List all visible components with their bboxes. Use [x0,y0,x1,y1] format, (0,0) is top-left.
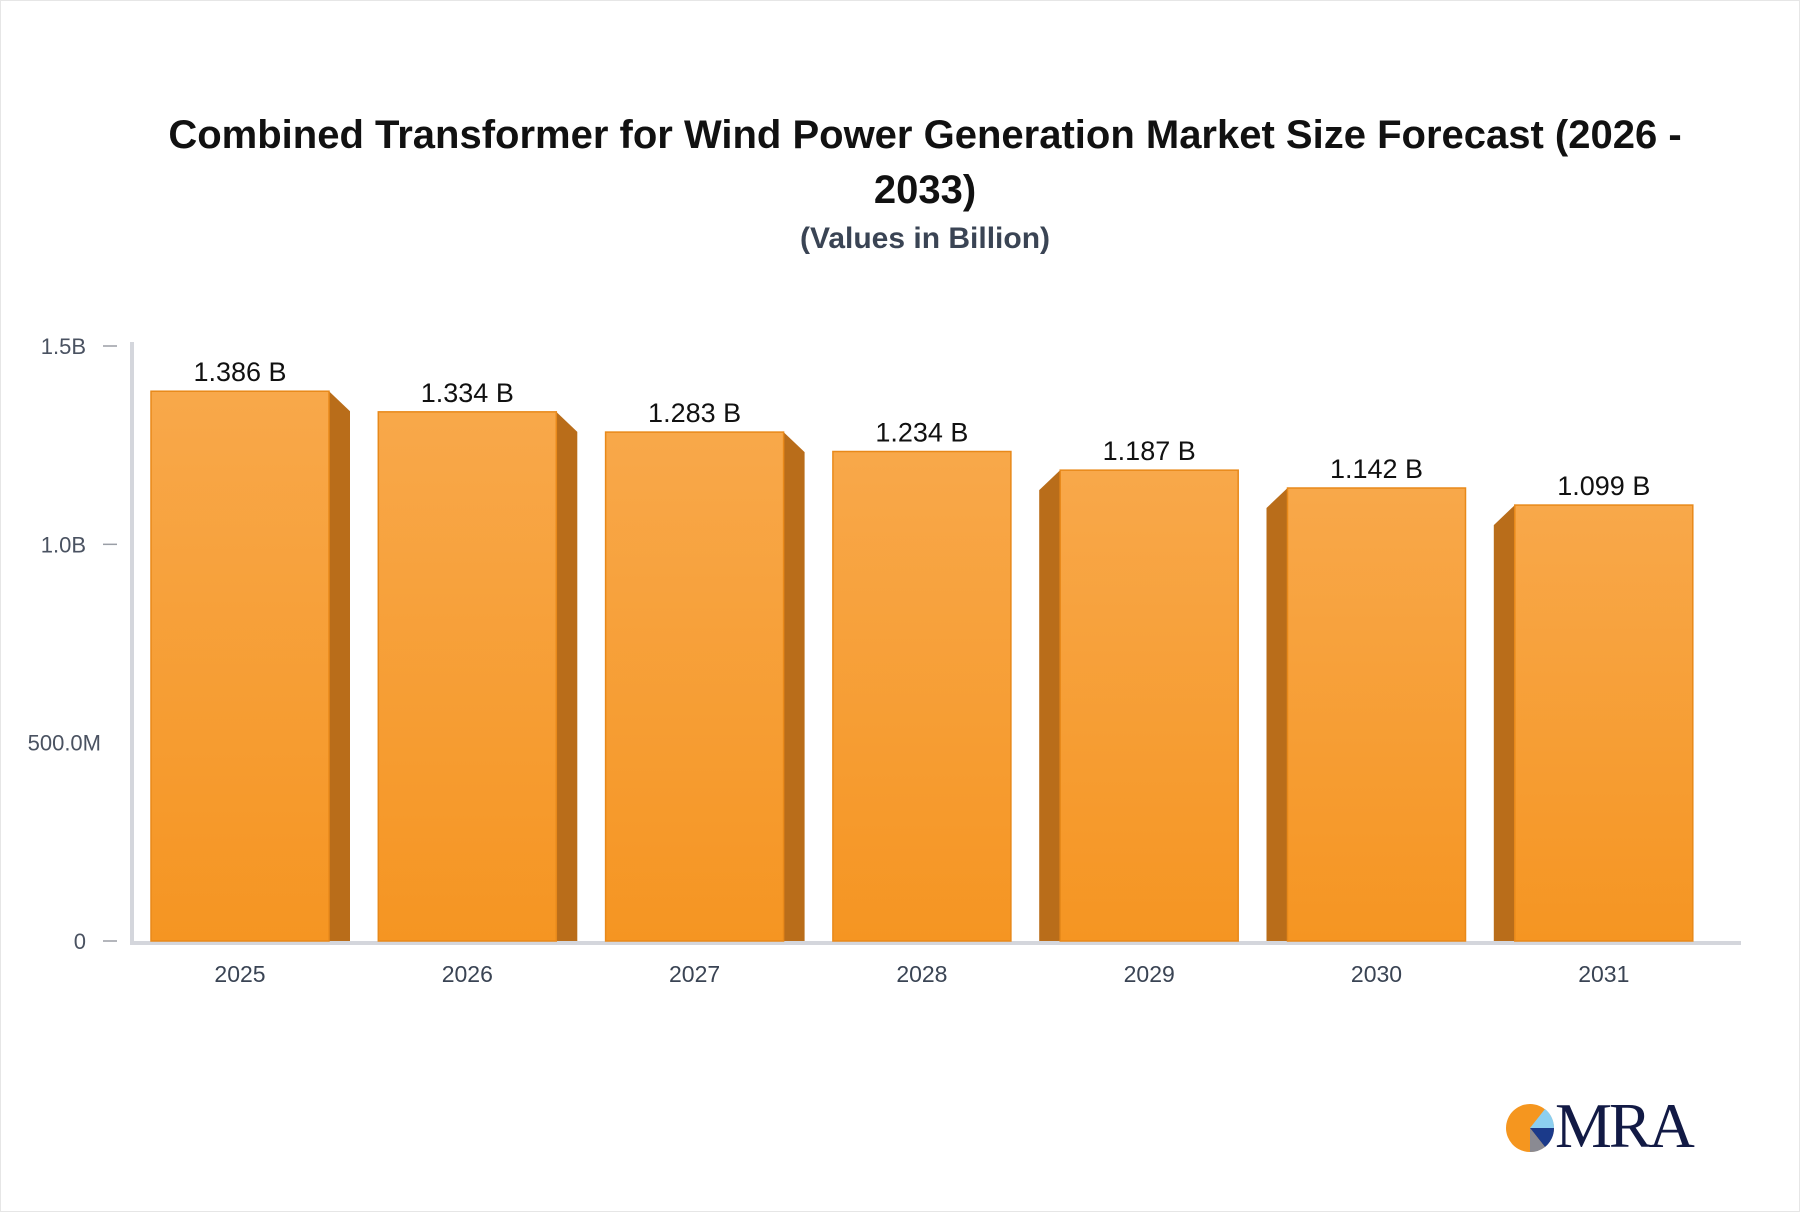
data-label: 1.334 B [421,378,514,408]
x-tick-label: 2025 [214,961,265,987]
data-label: 1.283 B [648,398,741,428]
mra-logo: MRA [1505,1090,1695,1161]
bar-2026 [377,411,558,942]
x-tick-label: 2027 [669,961,720,987]
y-tick-label: 1.5B [41,334,86,359]
bar-2031 [1514,504,1694,942]
bar-2029 [1059,469,1239,942]
bar-2027 [604,431,785,942]
y-tick-label: 1.0B [41,532,86,557]
x-tick-label: 2031 [1578,961,1629,987]
x-tick-label: 2029 [1124,961,1175,987]
bar-2025 [150,390,330,942]
bar-2030 [1286,487,1467,942]
chart-subtitle: (Values in Billion) [799,222,1051,255]
data-label: 1.187 B [1103,436,1196,466]
x-tick-label: 2030 [1351,961,1402,987]
pie-logo-icon [1506,1104,1555,1153]
x-tick-label: 2028 [896,961,947,987]
bar-side [1266,488,1288,941]
bar-side [1493,505,1515,941]
bar-side [1039,470,1061,941]
bar-side [556,411,578,941]
chart-title: Combined Transformer for Wind Power Gene… [168,113,1682,212]
data-label: 1.142 B [1330,454,1423,484]
y-tick-label: 0 [74,929,86,954]
y-tick-label: 500.0M [28,731,101,756]
data-label: 1.099 B [1557,471,1650,501]
data-label: 1.234 B [875,418,968,448]
logo-text: MRA [1555,1090,1695,1161]
data-label: 1.386 B [193,357,286,387]
x-tick-label: 2026 [442,961,493,987]
bar-2028 [832,450,1012,942]
bar-side [783,432,805,941]
bar-side [329,391,350,942]
